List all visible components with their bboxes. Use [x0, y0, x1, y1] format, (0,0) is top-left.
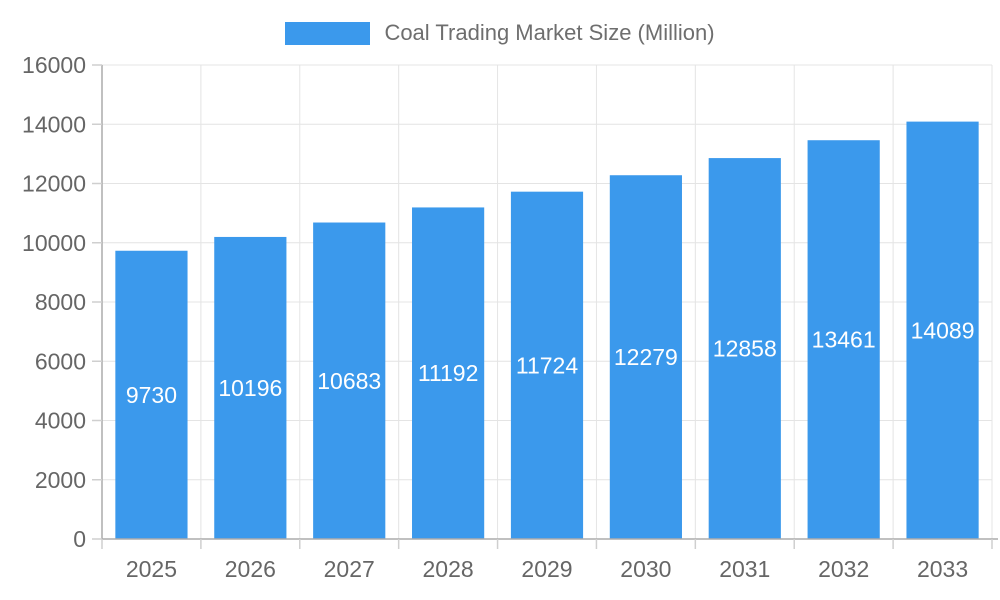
x-tick-label-2028: 2028 [423, 556, 474, 582]
y-tick-label: 14000 [22, 111, 86, 137]
x-tick-label-2025: 2025 [126, 556, 177, 582]
x-tick-label-2031: 2031 [719, 556, 770, 582]
y-tick-label: 10000 [22, 230, 86, 256]
bar-2033[interactable] [906, 121, 979, 539]
bar-value-label: 12858 [713, 336, 777, 362]
bar-2032[interactable] [807, 140, 880, 539]
bar-2025[interactable] [115, 250, 188, 539]
x-tick-label-2033: 2033 [917, 556, 968, 582]
legend[interactable]: Coal Trading Market Size (Million) [0, 20, 1000, 46]
y-tick-label: 16000 [22, 52, 86, 78]
y-tick-label: 4000 [35, 408, 86, 434]
bar-2026[interactable] [214, 236, 287, 540]
bar-2027[interactable] [313, 222, 386, 540]
bar-2031[interactable] [708, 158, 781, 539]
bar-value-label: 12279 [614, 344, 678, 370]
legend-label: Coal Trading Market Size (Million) [384, 20, 715, 45]
y-tick-label: 8000 [35, 289, 86, 315]
y-tick-label: 6000 [35, 348, 86, 374]
bar-value-label: 11724 [516, 352, 578, 378]
bar-value-label: 9730 [126, 382, 177, 408]
legend-swatch [285, 21, 371, 45]
x-tick-label-2029: 2029 [521, 556, 572, 582]
bar-value-label: 14089 [911, 317, 975, 343]
y-tick-label: 0 [73, 526, 86, 552]
bar-value-label: 13461 [812, 327, 876, 353]
bar-2028[interactable] [412, 207, 485, 539]
bar-value-label: 10196 [218, 375, 282, 401]
x-tick-label-2027: 2027 [324, 556, 375, 582]
x-tick-label-2032: 2032 [818, 556, 869, 582]
x-tick-label-2026: 2026 [225, 556, 276, 582]
bar-2030[interactable] [609, 175, 682, 539]
y-tick-label: 12000 [22, 171, 86, 197]
bar-value-label: 11192 [418, 360, 479, 386]
x-tick-label-2030: 2030 [620, 556, 671, 582]
bar-2029[interactable] [510, 191, 584, 539]
bar-value-label: 10683 [317, 368, 381, 394]
y-tick-label: 2000 [35, 467, 86, 493]
